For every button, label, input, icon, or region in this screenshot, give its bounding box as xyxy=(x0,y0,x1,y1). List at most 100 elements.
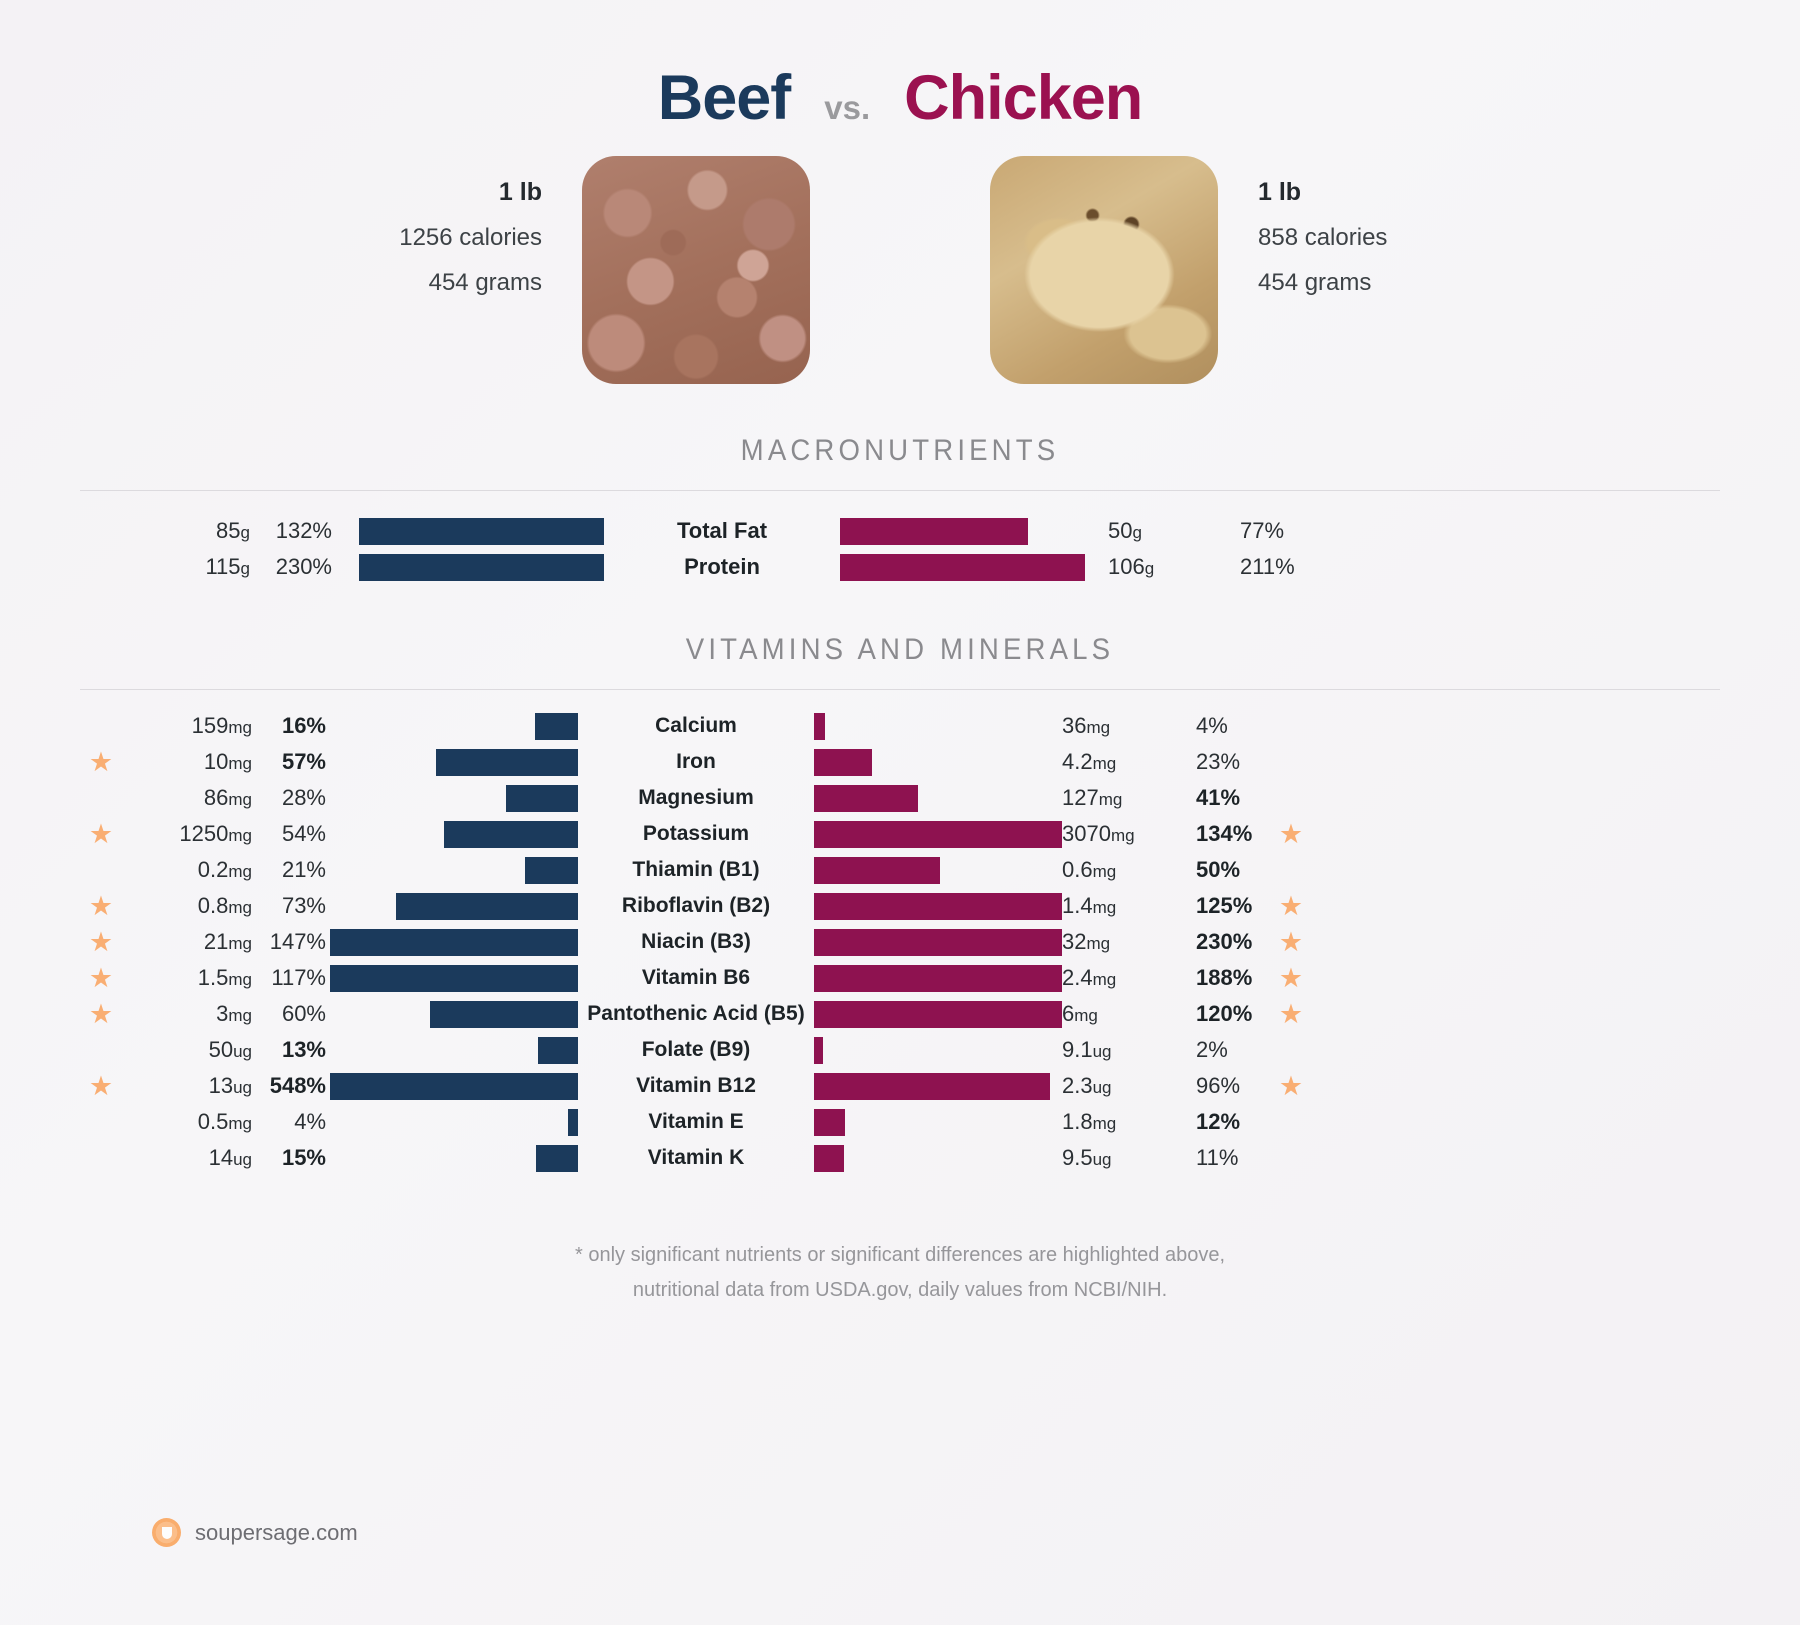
right-bar-track xyxy=(814,1072,1062,1100)
left-percent: 16% xyxy=(281,713,326,738)
left-highlight-star: ★ xyxy=(80,1000,122,1028)
left-percent: 60% xyxy=(281,1001,326,1026)
star-icon: ★ xyxy=(1278,890,1304,921)
nutrient-label: Thiamin (B1) xyxy=(632,858,760,881)
left-bar-track xyxy=(330,1000,578,1028)
right-percent: 134% xyxy=(1196,821,1253,846)
left-grams: 454 grams xyxy=(428,269,542,296)
star-icon: ★ xyxy=(88,890,114,921)
right-amount: 127mg xyxy=(1062,785,1123,810)
right-amount: 2.4mg xyxy=(1062,965,1117,990)
nutrient-row: ★ 0.8mg 73% Riboflavin (B2) 1.4mg 125% ★ xyxy=(80,888,1720,924)
right-percent: 96% xyxy=(1196,1073,1241,1098)
right-bar-track xyxy=(814,1144,1062,1172)
right-amount: 0.6mg xyxy=(1062,857,1117,882)
right-amount: 50g xyxy=(1108,518,1142,543)
left-amount: 86mg xyxy=(203,785,252,810)
macronutrients-divider xyxy=(80,490,1720,491)
left-bar-track xyxy=(330,1036,578,1064)
right-amount: 36mg xyxy=(1062,713,1111,738)
right-highlight-star: ★ xyxy=(1270,1000,1312,1028)
left-bar-track xyxy=(330,820,578,848)
right-percent: 230% xyxy=(1196,929,1253,954)
nutrient-row: 159mg 16% Calcium 36mg 4% xyxy=(80,708,1720,744)
right-percent: 2% xyxy=(1196,1037,1228,1062)
star-icon: ★ xyxy=(1278,962,1304,993)
right-bar xyxy=(814,892,1062,920)
left-amount: 1.5mg xyxy=(197,965,252,990)
nutrient-label: Calcium xyxy=(655,714,737,737)
right-percent: 12% xyxy=(1196,1109,1241,1134)
right-bar xyxy=(814,1108,845,1136)
nutrient-row: 0.2mg 21% Thiamin (B1) 0.6mg 50% xyxy=(80,852,1720,888)
star-icon: ★ xyxy=(1278,818,1304,849)
left-bar xyxy=(538,1036,578,1064)
star-icon: ★ xyxy=(88,962,114,993)
nutrient-label: Riboflavin (B2) xyxy=(621,894,771,917)
left-percent: 117% xyxy=(271,965,326,990)
left-percent: 21% xyxy=(281,857,326,882)
right-grams: 454 grams xyxy=(1258,269,1372,296)
left-bar xyxy=(430,1000,578,1028)
right-highlight-star: ★ xyxy=(1270,962,1312,993)
nutrient-row: ★ 1250mg 54% Potassium 3070mg 134% ★ xyxy=(80,816,1720,852)
left-bar xyxy=(444,820,578,848)
left-highlight-star: ★ xyxy=(80,820,122,848)
left-highlight-star: ★ xyxy=(80,928,122,956)
right-bar-track xyxy=(814,892,1062,920)
right-food-meta: 1 lb 858 calories 454 grams xyxy=(1218,156,1428,297)
site-branding[interactable]: soupersage.com xyxy=(152,1518,358,1547)
left-percent: 73% xyxy=(281,893,326,918)
left-bar xyxy=(525,856,578,884)
right-bar xyxy=(814,748,872,776)
right-bar-track xyxy=(814,712,1062,740)
right-amount: 1.4mg xyxy=(1062,893,1117,918)
food-summary-row: 1 lb 1256 calories 454 grams 1 lb 858 ca… xyxy=(0,156,1800,384)
right-serving-amount: 1 lb xyxy=(1258,178,1302,206)
left-bar-track xyxy=(330,712,578,740)
right-bar xyxy=(814,784,918,812)
vitamins-heading: VITAMINS AND MINERALS xyxy=(685,633,1115,666)
left-amount: 85g xyxy=(216,518,250,543)
right-bar-track xyxy=(814,784,1062,812)
left-bar-track xyxy=(330,784,578,812)
left-percent: 4% xyxy=(294,1109,326,1134)
left-bar xyxy=(330,1072,578,1100)
star-icon: ★ xyxy=(1278,1070,1304,1101)
nutrient-row: ★ 3mg 60% Pantothenic Acid (B5) 6mg 120% ★ xyxy=(80,996,1720,1032)
right-bar-track xyxy=(814,748,1062,776)
left-percent: 57% xyxy=(281,749,326,774)
right-amount: 6mg xyxy=(1062,1001,1098,1026)
ground-beef-photo xyxy=(582,156,810,384)
left-bar xyxy=(536,1144,578,1172)
right-amount: 9.5ug xyxy=(1062,1145,1112,1170)
right-bar-track xyxy=(840,517,1108,545)
right-percent: 11% xyxy=(1196,1145,1239,1170)
nutrient-label: Iron xyxy=(676,750,716,773)
right-bar xyxy=(840,517,1028,545)
left-calories: 1256 calories xyxy=(399,224,542,251)
right-amount: 9.1ug xyxy=(1062,1037,1112,1062)
right-bar xyxy=(814,1000,1062,1028)
footnote-line-2: nutritional data from USDA.gov, daily va… xyxy=(632,1279,1168,1301)
left-bar-track xyxy=(330,892,578,920)
footnote-line-1: * only significant nutrients or signific… xyxy=(574,1244,1226,1266)
vs-separator: vs. xyxy=(824,89,871,126)
left-bar xyxy=(436,748,578,776)
left-bar xyxy=(506,784,578,812)
nutrient-row: ★ 10mg 57% Iron 4.2mg 23% xyxy=(80,744,1720,780)
left-bar-track xyxy=(330,1072,578,1100)
nutrient-label: Folate (B9) xyxy=(641,1038,751,1061)
right-percent: 77% xyxy=(1240,518,1285,543)
right-amount: 4.2mg xyxy=(1062,749,1117,774)
right-bar-track xyxy=(814,1108,1062,1136)
left-bar xyxy=(359,553,604,581)
right-amount: 106g xyxy=(1108,554,1155,579)
nutrient-label: Vitamin B6 xyxy=(641,966,751,989)
nutrient-row: ★ 1.5mg 117% Vitamin B6 2.4mg 188% ★ xyxy=(80,960,1720,996)
right-bar xyxy=(814,928,1062,956)
right-highlight-star: ★ xyxy=(1270,818,1312,849)
right-bar xyxy=(814,820,1062,848)
left-highlight-star: ★ xyxy=(80,962,122,993)
nutrient-label: Pantothenic Acid (B5) xyxy=(587,1002,805,1025)
